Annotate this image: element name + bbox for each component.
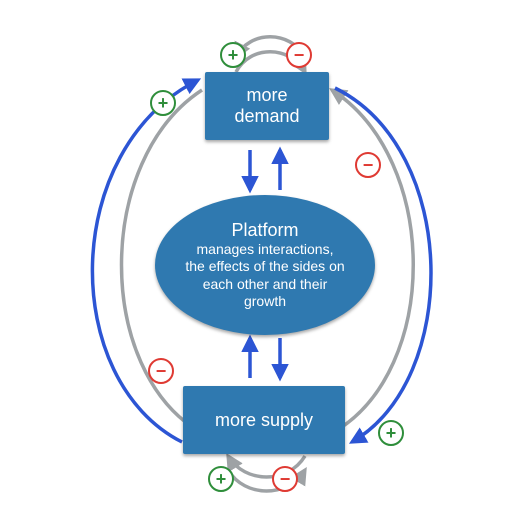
platform-title: Platform [231,220,298,241]
badge-top_plus_left: + [220,42,246,68]
badge-bottom_minus_right: − [272,466,298,492]
badge-outer_top_minus: − [355,152,381,178]
platform-body: manages interactions,the effects of the … [173,241,356,311]
badge-outer_bot_minus: − [148,358,174,384]
badge-outer_bot_plus: + [378,420,404,446]
demand-node: moredemand [205,72,329,140]
demand-label: moredemand [234,85,299,127]
badge-top_minus_right: − [286,42,312,68]
badge-bottom_plus_left: + [208,466,234,492]
supply-label: more supply [215,410,313,431]
badge-outer_top_plus: + [150,90,176,116]
platform-node: Platform manages interactions,the effect… [155,195,375,335]
supply-node: more supply [183,386,345,454]
